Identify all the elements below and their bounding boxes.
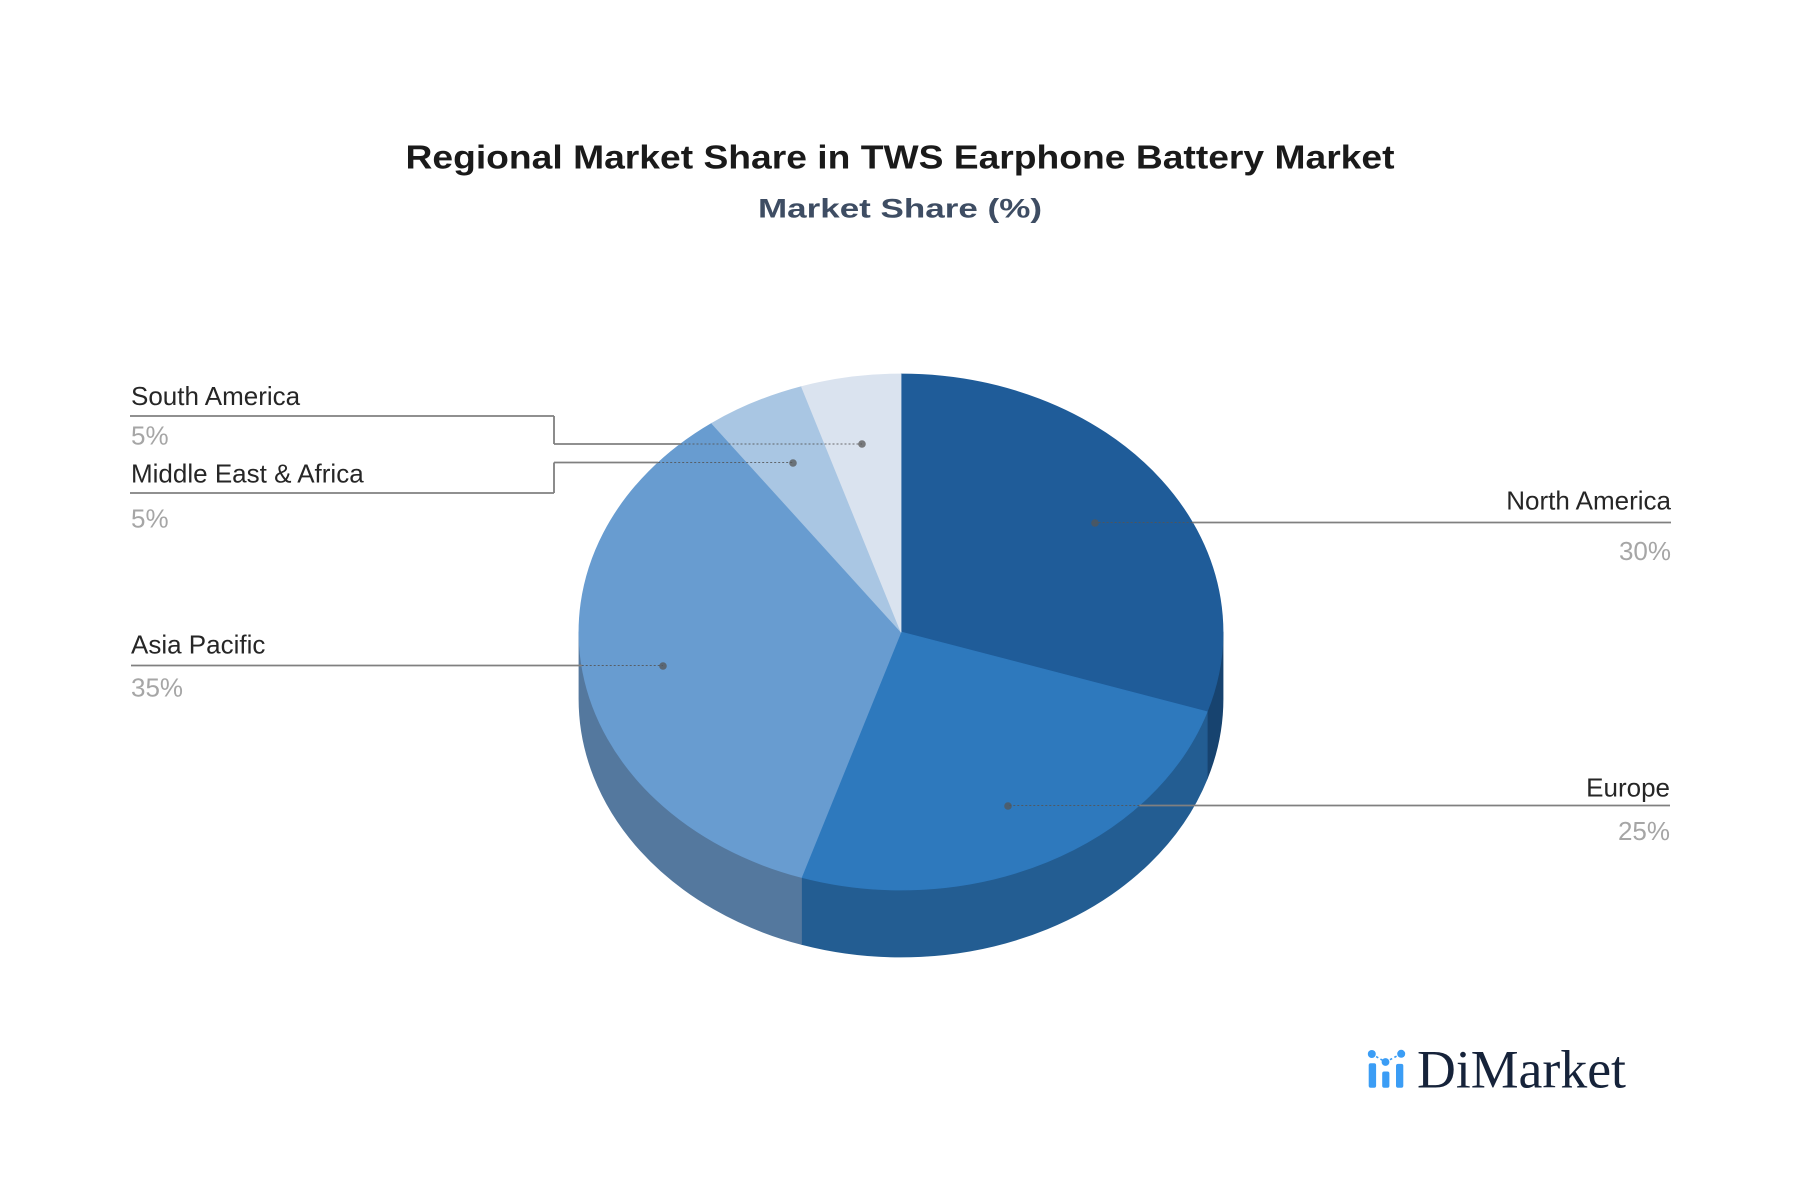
svg-text:Asia Pacific: Asia Pacific (131, 629, 265, 659)
svg-text:South America: South America (131, 381, 301, 411)
svg-text:Market Share (%): Market Share (%) (758, 194, 1042, 224)
svg-text:North America: North America (1506, 486, 1671, 516)
svg-text:5%: 5% (131, 503, 169, 533)
svg-text:Regional Market Share in TWS E: Regional Market Share in TWS Earphone Ba… (406, 138, 1395, 175)
svg-text:5%: 5% (131, 421, 169, 451)
svg-text:35%: 35% (131, 673, 183, 703)
svg-text:30%: 30% (1619, 536, 1671, 566)
svg-text:Middle East & Africa: Middle East & Africa (131, 459, 364, 489)
svg-text:DiMarket: DiMarket (1417, 1040, 1626, 1100)
svg-text:25%: 25% (1618, 816, 1670, 846)
svg-text:Europe: Europe (1586, 772, 1670, 802)
